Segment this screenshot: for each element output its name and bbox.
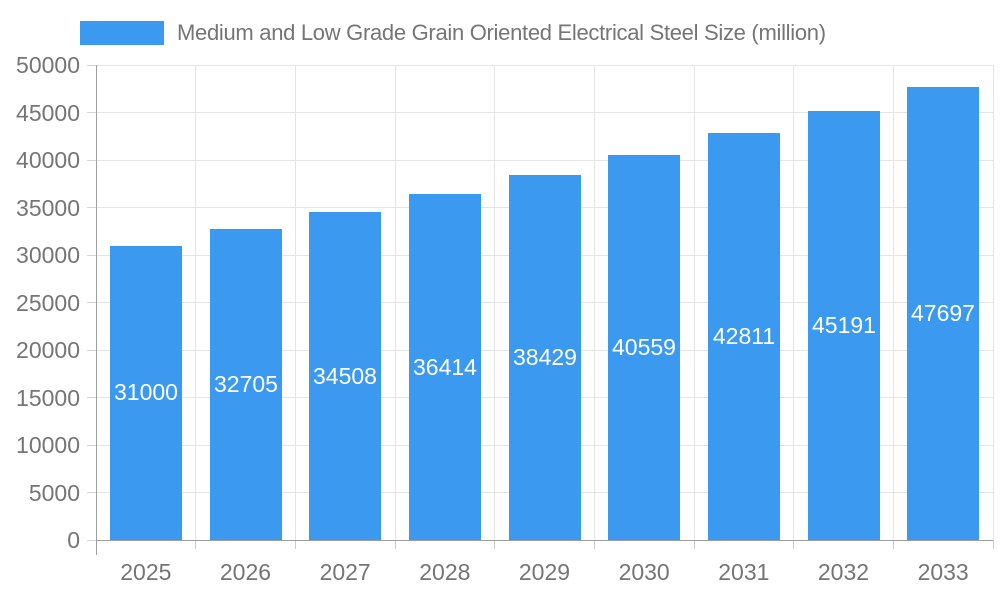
bar[interactable]: 42811 bbox=[708, 133, 780, 540]
y-tick bbox=[87, 302, 96, 303]
bar[interactable]: 34508 bbox=[309, 212, 381, 540]
x-tick bbox=[294, 540, 296, 549]
bar-value-label: 40559 bbox=[612, 333, 676, 360]
x-tick bbox=[494, 540, 496, 549]
h-gridline bbox=[96, 112, 993, 113]
x-tick bbox=[693, 540, 695, 549]
y-tick bbox=[87, 112, 96, 113]
bar-value-label: 32705 bbox=[214, 371, 278, 398]
bar[interactable]: 45191 bbox=[808, 110, 880, 540]
x-tick bbox=[892, 540, 894, 549]
y-axis-label: 0 bbox=[67, 527, 80, 553]
bar-value-label: 42811 bbox=[712, 323, 776, 350]
x-axis-label: 2026 bbox=[219, 559, 272, 585]
y-tick bbox=[87, 397, 96, 398]
x-tick bbox=[394, 540, 396, 549]
v-gridline bbox=[294, 65, 296, 540]
y-axis-label: 25000 bbox=[16, 289, 80, 316]
bar[interactable]: 36414 bbox=[409, 194, 481, 540]
legend-label[interactable]: Medium and Low Grade Grain Oriented Elec… bbox=[177, 20, 826, 45]
y-tick bbox=[87, 254, 96, 256]
x-tick bbox=[793, 540, 795, 549]
y-tick bbox=[87, 444, 96, 446]
x-axis-label: 2030 bbox=[618, 559, 670, 585]
bar-value-label: 47697 bbox=[911, 299, 975, 326]
v-gridline bbox=[394, 65, 396, 540]
bar-value-label: 36414 bbox=[413, 353, 477, 380]
y-tick bbox=[87, 539, 96, 541]
x-axis-label: 2031 bbox=[718, 559, 770, 585]
v-gridline bbox=[992, 65, 994, 540]
v-gridline bbox=[793, 65, 795, 540]
bar-value-label: 34508 bbox=[313, 362, 377, 389]
bar[interactable]: 47697 bbox=[907, 86, 979, 540]
y-axis-label: 5000 bbox=[28, 479, 80, 506]
bar[interactable]: 40559 bbox=[608, 154, 680, 540]
bar-value-label: 31000 bbox=[114, 379, 178, 406]
x-axis-line bbox=[96, 539, 993, 541]
y-axis-label: 45000 bbox=[16, 99, 80, 126]
bar-value-label: 38429 bbox=[513, 343, 577, 370]
v-gridline bbox=[593, 65, 595, 540]
v-gridline bbox=[892, 65, 894, 540]
y-tick bbox=[87, 64, 96, 66]
x-axis-label: 2032 bbox=[817, 559, 870, 585]
x-axis-label: 2027 bbox=[319, 559, 371, 585]
v-gridline bbox=[693, 65, 695, 540]
x-tick bbox=[992, 540, 994, 549]
h-gridline bbox=[96, 159, 993, 161]
bar[interactable]: 31000 bbox=[110, 245, 182, 540]
y-axis-label: 15000 bbox=[16, 384, 80, 411]
y-tick bbox=[87, 349, 96, 351]
y-tick bbox=[87, 492, 96, 493]
y-axis-line bbox=[95, 65, 97, 555]
y-axis-label: 35000 bbox=[16, 194, 80, 221]
h-gridline bbox=[96, 64, 993, 66]
y-axis-label: 30000 bbox=[16, 242, 80, 268]
y-axis-label: 50000 bbox=[16, 52, 80, 78]
x-axis-label: 2028 bbox=[419, 559, 471, 585]
x-axis-label: 2025 bbox=[120, 559, 172, 585]
y-axis-label: 10000 bbox=[16, 432, 80, 458]
legend-item[interactable]: Medium and Low Grade Grain Oriented Elec… bbox=[80, 17, 826, 49]
y-axis-label: 20000 bbox=[16, 337, 80, 363]
x-axis-label: 2029 bbox=[518, 559, 571, 585]
y-tick bbox=[87, 207, 96, 208]
v-gridline bbox=[195, 65, 197, 540]
v-gridline bbox=[494, 65, 496, 540]
x-tick bbox=[195, 540, 197, 549]
legend-swatch[interactable] bbox=[80, 21, 164, 45]
bar-value-label: 45191 bbox=[812, 311, 876, 338]
x-tick bbox=[593, 540, 595, 549]
bar[interactable]: 38429 bbox=[509, 174, 581, 540]
y-tick bbox=[87, 159, 96, 161]
x-axis-label: 2033 bbox=[917, 559, 969, 585]
y-axis-label: 40000 bbox=[16, 147, 80, 173]
bar[interactable]: 32705 bbox=[210, 229, 282, 540]
